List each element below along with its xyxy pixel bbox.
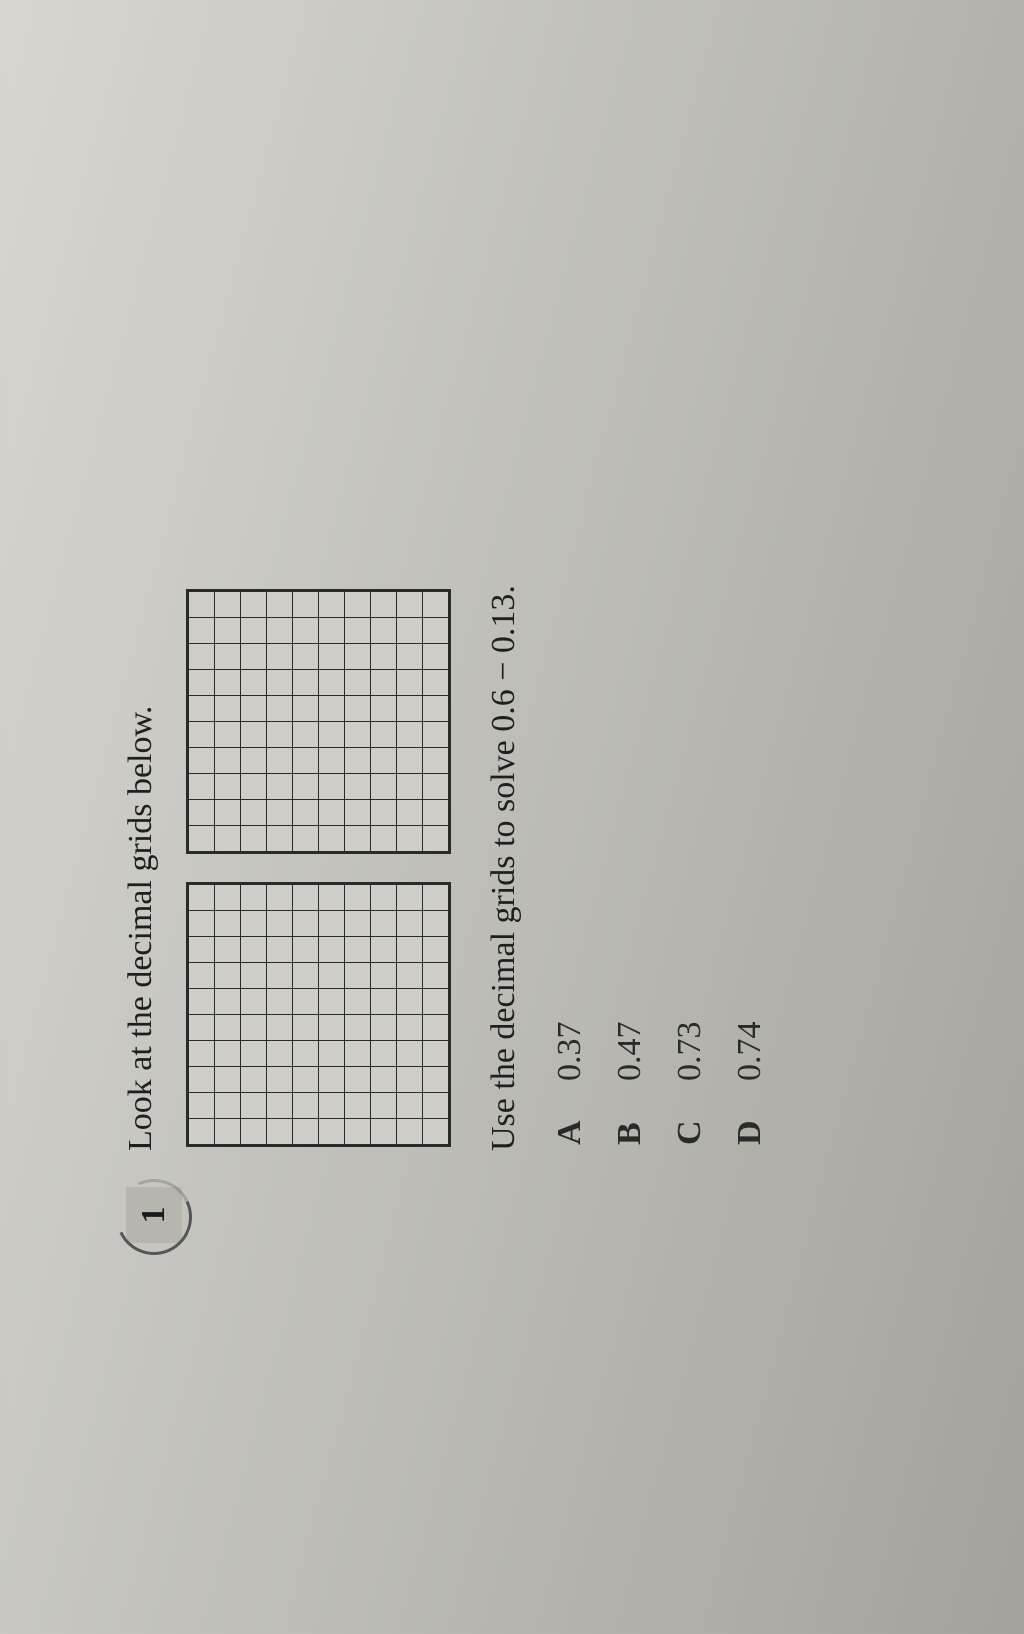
choice-b[interactable]: B 0.47 bbox=[611, 385, 649, 1145]
decimal-grids-container bbox=[186, 385, 451, 1147]
choice-value: 0.37 bbox=[551, 1022, 589, 1082]
choice-letter: B bbox=[611, 1119, 649, 1145]
question-prompt: Look at the decimal grids below. bbox=[122, 385, 160, 1151]
answer-choices: A 0.37 B 0.47 C 0.73 D 0.74 bbox=[551, 385, 769, 1145]
decimal-grid-1 bbox=[186, 882, 451, 1147]
choice-value: 0.47 bbox=[611, 1022, 649, 1082]
choice-value: 0.74 bbox=[731, 1022, 769, 1082]
choice-letter: A bbox=[551, 1119, 589, 1145]
question-instruction: Use the decimal grids to solve 0.6 − 0.1… bbox=[485, 385, 523, 1151]
choice-letter: D bbox=[731, 1119, 769, 1145]
pencil-circle-mark bbox=[105, 1168, 202, 1265]
choice-a[interactable]: A 0.37 bbox=[551, 385, 589, 1145]
decimal-grid-2 bbox=[186, 589, 451, 854]
choice-letter: C bbox=[671, 1119, 709, 1145]
choice-c[interactable]: C 0.73 bbox=[671, 385, 709, 1145]
choice-value: 0.73 bbox=[671, 1022, 709, 1082]
worksheet-page: 1 Look at the decimal grids below. Use t… bbox=[62, 305, 962, 1329]
choice-d[interactable]: D 0.74 bbox=[731, 385, 769, 1145]
question-block: 1 Look at the decimal grids below. Use t… bbox=[122, 385, 791, 1249]
question-content: Look at the decimal grids below. Use the… bbox=[122, 385, 791, 1151]
question-number-badge: 1 bbox=[122, 1179, 192, 1249]
